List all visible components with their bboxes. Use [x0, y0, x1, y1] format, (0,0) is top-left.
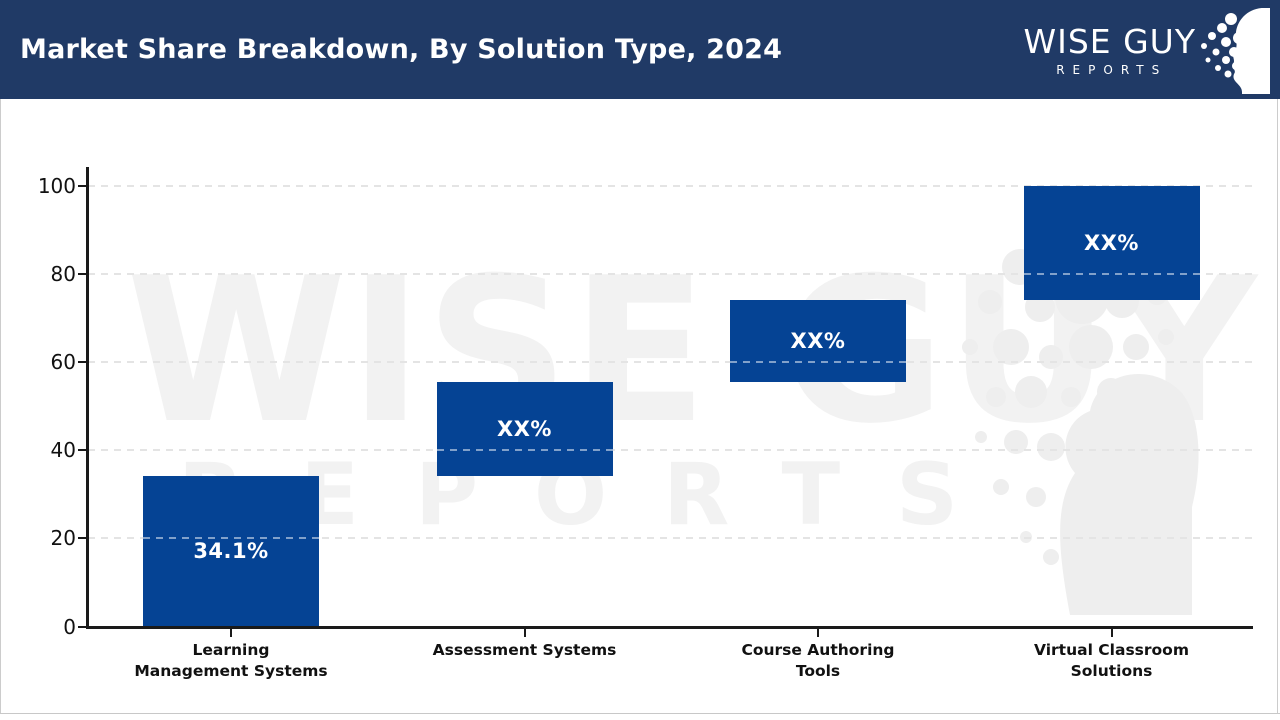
waterfall-bar: XX% — [1023, 186, 1200, 300]
gridline — [88, 361, 1252, 364]
x-axis-category-label-line: Solutions — [1070, 662, 1153, 680]
y-axis-tick-label: 100 — [37, 174, 76, 198]
gridline — [88, 273, 1252, 276]
x-axis-category-label-line: Course Authoring — [741, 641, 895, 659]
x-axis-tick — [523, 629, 526, 637]
y-axis-tick — [78, 537, 87, 540]
gridline-over-bar — [143, 537, 319, 540]
bar-value-label: XX% — [790, 329, 846, 354]
y-axis-tick — [78, 273, 87, 276]
page-title: Market Share Breakdown, By Solution Type… — [20, 34, 783, 65]
y-axis-tick — [78, 449, 87, 452]
waterfall-bar: XX% — [730, 299, 906, 383]
figure-border-bottom — [0, 713, 1280, 714]
x-axis-category-label-line: Virtual Classroom — [1034, 641, 1189, 659]
y-axis-line — [86, 167, 89, 628]
gridline-over-bar — [1023, 273, 1200, 276]
gridline — [88, 537, 1252, 540]
y-axis-tick-label: 40 — [50, 438, 76, 463]
x-axis-tick — [817, 629, 819, 637]
x-axis-category-label: Assessment Systems — [365, 640, 685, 661]
y-axis-tick — [78, 185, 87, 187]
bar-value-label: 34.1% — [193, 539, 269, 564]
y-axis-tick-label: 20 — [50, 526, 76, 551]
y-axis-tick-label: 60 — [50, 350, 76, 375]
gridline-over-bar — [730, 361, 906, 364]
y-axis-tick-label: 0 — [63, 614, 76, 639]
logo-wordmark: WISE GUY — [1023, 22, 1196, 62]
x-axis-category-label-line: Management Systems — [134, 662, 328, 680]
gridline — [88, 449, 1252, 452]
bar-value-label: XX% — [497, 417, 552, 442]
gridline — [88, 185, 1252, 187]
x-axis-category-label: Course Authoring Tools — [658, 640, 978, 682]
x-axis-category-label-line: Tools — [795, 662, 841, 680]
figure-border-right — [1277, 99, 1278, 714]
wiseguy-logo-text: WISE GUY REPORTS — [1023, 25, 1196, 77]
x-axis-line — [86, 626, 1253, 629]
x-axis-category-label-line: Assessment Systems — [432, 641, 617, 659]
logo-reports-text: REPORTS — [1056, 62, 1168, 77]
x-axis-category-label-line: Learning — [192, 641, 270, 659]
y-axis-tick — [78, 361, 87, 364]
x-axis-tick — [1110, 629, 1113, 637]
bar-value-label: XX% — [1084, 230, 1139, 255]
header-bar: Market Share Breakdown, By Solution Type… — [0, 0, 1280, 99]
figure-border-left — [0, 99, 1, 714]
y-axis-tick-label: 80 — [50, 262, 76, 287]
waterfall-bar: 34.1% — [143, 476, 319, 627]
wiseguy-logo: WISE GUY REPORTS — [1023, 8, 1270, 94]
waterfall-bar: XX% — [436, 382, 613, 477]
x-axis-category-label: Virtual Classroom Solutions — [952, 640, 1272, 682]
y-axis-tick — [78, 625, 87, 628]
x-axis-category-label: Learning Management Systems — [71, 640, 391, 682]
wiseguy-face-icon — [1201, 8, 1270, 94]
x-axis-tick — [230, 629, 232, 637]
gridline-over-bar — [436, 449, 613, 452]
